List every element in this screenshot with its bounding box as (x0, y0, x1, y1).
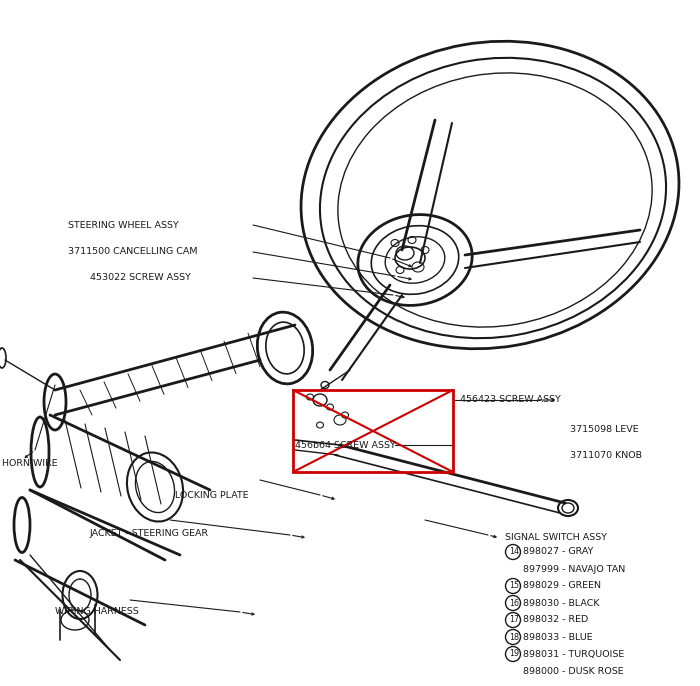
Text: 3711500 CANCELLING CAM: 3711500 CANCELLING CAM (68, 248, 197, 257)
Text: 16: 16 (509, 598, 519, 608)
Text: 898032 - RED: 898032 - RED (523, 615, 588, 624)
Text: 898029 - GREEN: 898029 - GREEN (523, 582, 601, 591)
Text: 898027 - GRAY: 898027 - GRAY (523, 547, 594, 556)
Text: HORN WIRE: HORN WIRE (2, 458, 57, 467)
Text: 898000 - DUSK ROSE: 898000 - DUSK ROSE (523, 667, 624, 676)
Text: 3711070 KNOB: 3711070 KNOB (570, 451, 642, 460)
Text: 456b64 SCREW ASSY: 456b64 SCREW ASSY (295, 440, 395, 449)
Text: STEERING WHEEL ASSY: STEERING WHEEL ASSY (68, 220, 178, 230)
Text: 453022 SCREW ASSY: 453022 SCREW ASSY (90, 274, 191, 283)
Text: 898031 - TURQUOISE: 898031 - TURQUOISE (523, 650, 624, 659)
Text: 456423 SCREW ASSY: 456423 SCREW ASSY (460, 396, 561, 405)
Text: SIGNAL SWITCH ASSY: SIGNAL SWITCH ASSY (505, 534, 607, 543)
Text: 18: 18 (509, 632, 519, 641)
Bar (293, 390, 453, 472)
Text: 898030 - BLACK: 898030 - BLACK (523, 598, 599, 608)
Text: WIRING HARNESS: WIRING HARNESS (55, 608, 139, 617)
Text: 3715098 LEVE: 3715098 LEVE (570, 425, 638, 434)
Text: LOCKING PLATE: LOCKING PLATE (175, 490, 248, 499)
Text: 897999 - NAVAJO TAN: 897999 - NAVAJO TAN (523, 565, 625, 573)
Text: 15: 15 (509, 582, 519, 591)
Text: 898033 - BLUE: 898033 - BLUE (523, 632, 593, 641)
Text: 14: 14 (509, 547, 519, 556)
Text: 19: 19 (509, 650, 519, 659)
Text: 17: 17 (509, 615, 519, 624)
Text: JACKET - STEERING GEAR: JACKET - STEERING GEAR (90, 528, 209, 538)
